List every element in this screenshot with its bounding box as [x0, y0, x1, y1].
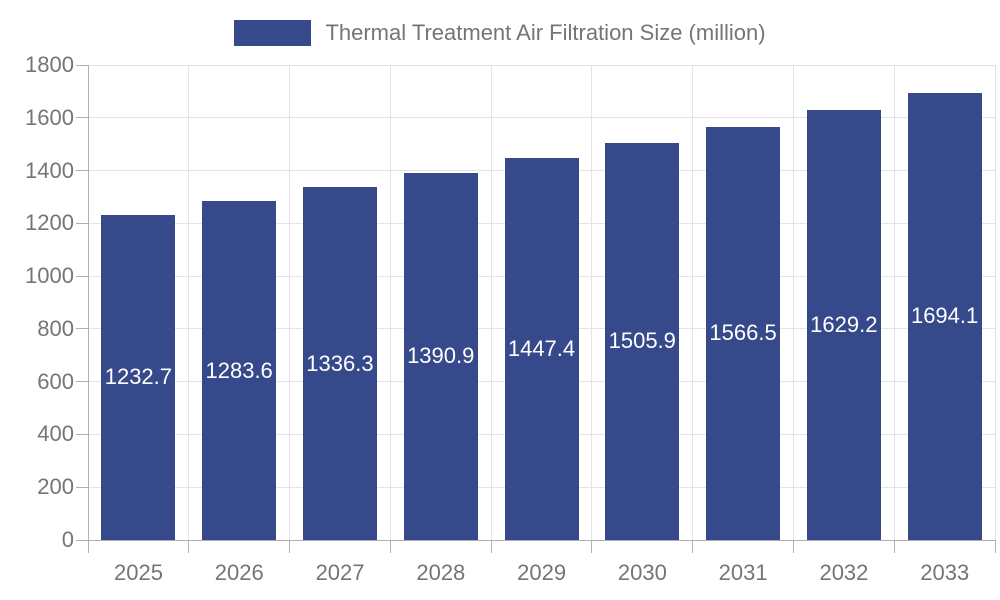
bar-2031[interactable]: [706, 126, 781, 540]
y-axis-tick-label: 1200: [25, 210, 74, 236]
y-axis-tick: [76, 486, 88, 488]
x-axis-tick: [389, 541, 391, 553]
gridline-vertical: [188, 65, 190, 540]
x-axis-tick-label: 2026: [214, 560, 264, 585]
x-axis-tick-label: 2029: [517, 560, 567, 585]
gridline-vertical: [692, 65, 694, 540]
x-axis-tick-label: 2027: [315, 560, 365, 585]
y-axis-tick: [76, 381, 88, 383]
x-axis-tick-label: 2025: [114, 560, 163, 585]
y-axis-line: [88, 65, 89, 540]
plot-area: 1232.7 1283.6 1336.3 1390.9 1447.4 1505.9 1566…: [88, 64, 996, 540]
x-axis-tick: [692, 541, 694, 553]
x-axis-tick: [591, 541, 593, 553]
bar-2032[interactable]: [806, 110, 881, 540]
legend-label: Thermal Treatment Air Filtration Size (m…: [325, 20, 766, 45]
bar-2030[interactable]: [605, 142, 680, 540]
bar-2027[interactable]: [302, 187, 377, 540]
gridline-horizontal: [88, 117, 995, 119]
x-axis-line: [88, 540, 996, 541]
x-axis-tick-label: 2030: [617, 560, 667, 585]
x-axis-tick: [289, 541, 291, 553]
y-axis-tick-label: 0: [61, 527, 74, 552]
y-axis-tick-label: 200: [37, 474, 74, 500]
legend-swatch: [234, 20, 312, 46]
y-axis-tick: [76, 433, 88, 435]
y-axis-tick: [76, 64, 88, 66]
x-axis-tick: [87, 541, 89, 553]
legend-item[interactable]: Thermal Treatment Air Filtration Size (m…: [0, 20, 1000, 46]
y-axis-tick: [76, 275, 88, 277]
x-axis-tick: [188, 541, 190, 553]
bar-2029[interactable]: [504, 158, 579, 540]
gridline-vertical: [490, 65, 492, 540]
gridline-vertical: [893, 65, 895, 540]
gridline-vertical: [289, 65, 291, 540]
y-axis-tick-label: 1800: [25, 52, 74, 77]
x-axis-tick-label: 2033: [920, 560, 970, 585]
x-axis-tick-label: 2028: [416, 560, 466, 585]
x-axis-tick: [994, 541, 996, 553]
y-axis-tick-label: 600: [37, 368, 74, 394]
y-axis-tick-label: 1600: [25, 104, 74, 130]
y-axis-tick-label: 1400: [25, 157, 74, 183]
y-axis-tick: [76, 170, 88, 172]
bar-2028[interactable]: [403, 172, 478, 540]
gridline-vertical: [389, 65, 391, 540]
x-axis-tick: [490, 541, 492, 553]
bar-2026[interactable]: [202, 201, 277, 540]
bar-2025[interactable]: [101, 214, 176, 540]
x-axis-tick-label: 2031: [718, 560, 768, 585]
x-axis-tick-label: 2032: [819, 560, 869, 585]
y-axis-tick-label: 400: [37, 421, 74, 447]
y-axis-tick: [76, 222, 88, 224]
y-axis-tick: [76, 328, 88, 330]
y-axis-tick-label: 1000: [25, 263, 74, 289]
gridline-vertical: [994, 65, 996, 540]
gridline-horizontal: [88, 64, 995, 66]
x-axis-tick: [893, 541, 895, 553]
y-axis-tick: [76, 539, 88, 541]
x-axis-tick: [792, 541, 794, 553]
gridline-vertical: [792, 65, 794, 540]
y-axis-tick-label: 800: [37, 315, 74, 341]
bar-2033[interactable]: [907, 92, 982, 540]
y-axis-tick: [76, 117, 88, 119]
gridline-vertical: [591, 65, 593, 540]
